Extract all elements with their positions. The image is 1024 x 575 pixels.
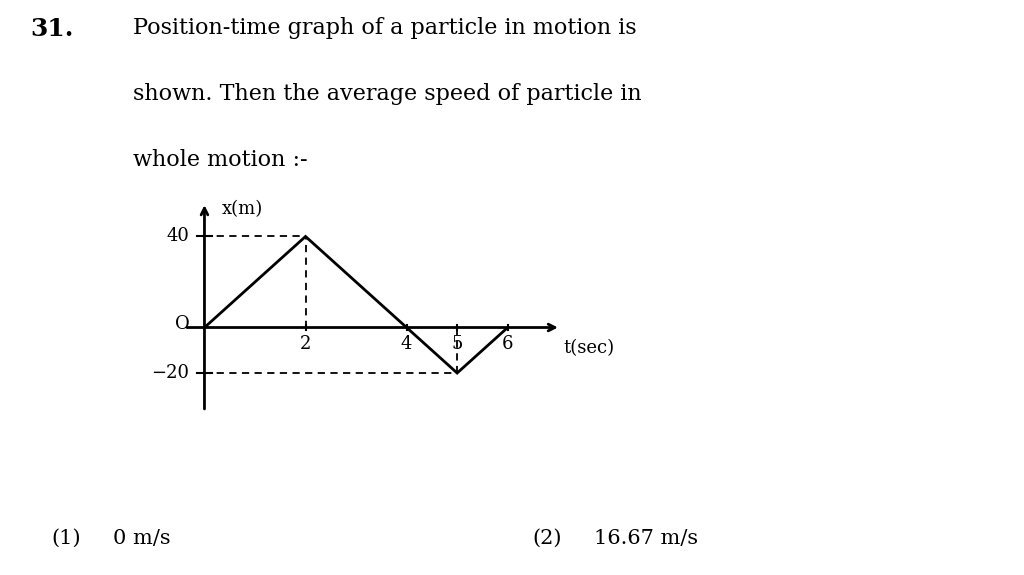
Text: 4: 4 bbox=[401, 335, 413, 354]
Text: 5: 5 bbox=[452, 335, 463, 354]
Text: (1): (1) bbox=[51, 529, 81, 548]
Text: shown. Then the average speed of particle in: shown. Then the average speed of particl… bbox=[133, 83, 642, 105]
Text: 2: 2 bbox=[300, 335, 311, 354]
Text: −20: −20 bbox=[152, 364, 189, 382]
Text: t(sec): t(sec) bbox=[563, 339, 614, 357]
Text: 6: 6 bbox=[502, 335, 513, 354]
Text: 31.: 31. bbox=[31, 17, 74, 41]
Text: x(m): x(m) bbox=[222, 200, 263, 218]
Text: whole motion :-: whole motion :- bbox=[133, 150, 308, 171]
Text: 16.67 m/s: 16.67 m/s bbox=[594, 529, 698, 548]
Text: Position-time graph of a particle in motion is: Position-time graph of a particle in mot… bbox=[133, 17, 637, 39]
Text: 0 m/s: 0 m/s bbox=[113, 529, 170, 548]
Text: 40: 40 bbox=[167, 228, 189, 246]
Text: (2): (2) bbox=[532, 529, 562, 548]
Text: O: O bbox=[174, 315, 189, 333]
